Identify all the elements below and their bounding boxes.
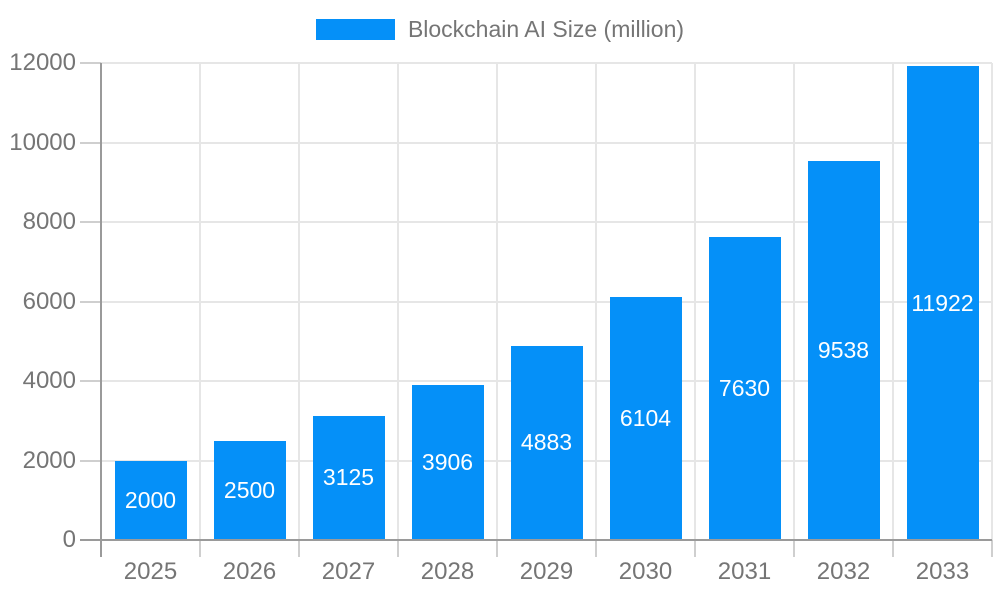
- bar-value-label: 3125: [322, 464, 375, 491]
- bar-2029[interactable]: 4883: [510, 345, 583, 540]
- x-tick-label: 2032: [816, 558, 871, 585]
- bar-value-label: 2500: [223, 476, 276, 503]
- x-tick-label: 2025: [123, 558, 178, 585]
- bar-2027[interactable]: 3125: [312, 415, 385, 540]
- bar-2033[interactable]: 11922: [906, 66, 979, 540]
- y-axis-tick: [80, 141, 101, 144]
- chart-legend[interactable]: Blockchain AI Size (million): [0, 16, 1000, 43]
- gridline-horizontal: [101, 62, 992, 64]
- gridline-vertical: [397, 63, 399, 540]
- y-tick-label: 0: [62, 526, 76, 553]
- x-axis-tick: [694, 540, 696, 557]
- x-axis-tick: [199, 540, 201, 557]
- gridline-vertical: [298, 63, 300, 540]
- bar-value-label: 6104: [619, 405, 672, 432]
- gridline-horizontal: [101, 300, 992, 303]
- y-axis-line: [100, 63, 102, 557]
- bar-value-label: 7630: [718, 374, 771, 401]
- x-tick-label: 2028: [420, 558, 475, 585]
- gridline-vertical: [991, 63, 993, 540]
- gridline-vertical: [694, 63, 696, 540]
- bar-2031[interactable]: 7630: [708, 236, 781, 540]
- x-axis-tick: [892, 540, 894, 557]
- x-tick-label: 2026: [222, 558, 277, 585]
- x-tick-label: 2027: [321, 558, 376, 585]
- bar-2032[interactable]: 9538: [807, 160, 880, 540]
- x-axis-line: [80, 539, 992, 541]
- bar-value-label: 2000: [124, 486, 177, 513]
- x-tick-label: 2031: [717, 558, 772, 585]
- gridline-vertical: [199, 63, 201, 540]
- x-tick-label: 2029: [519, 558, 574, 585]
- y-tick-label: 6000: [22, 287, 76, 315]
- gridline-horizontal: [101, 141, 992, 144]
- x-tick-label: 2033: [915, 558, 970, 585]
- y-axis-tick: [80, 380, 101, 382]
- gridline-horizontal: [101, 221, 992, 223]
- gridline-vertical: [793, 63, 795, 540]
- plot-area: 0 2000 4000 6000 8000 10000 12000 2000 2500 3125 3…: [9, 49, 993, 585]
- y-tick-label: 4000: [22, 367, 76, 394]
- bar-2026[interactable]: 2500: [213, 440, 286, 540]
- y-tick-label: 10000: [9, 128, 76, 156]
- bar-value-label: 9538: [817, 336, 870, 363]
- gridline-vertical: [496, 63, 498, 540]
- legend-swatch: [315, 19, 395, 40]
- bar-value-label: 11922: [911, 289, 974, 316]
- y-tick-label: 8000: [22, 208, 76, 235]
- legend-label: Blockchain AI Size (million): [407, 16, 685, 42]
- x-axis-tick: [496, 540, 498, 557]
- y-axis-tick: [80, 221, 101, 223]
- x-axis-tick: [298, 540, 300, 557]
- x-tick-label: 2030: [618, 558, 673, 585]
- bar-2030[interactable]: 6104: [609, 297, 682, 540]
- x-axis-tick: [991, 540, 993, 557]
- y-axis-tick: [80, 459, 101, 462]
- x-axis-tick: [793, 540, 795, 557]
- y-tick-label: 12000: [9, 49, 76, 76]
- x-axis-tick: [397, 540, 399, 557]
- bar-value-label: 3906: [421, 448, 474, 475]
- bar-2025[interactable]: 2000: [114, 460, 187, 540]
- y-axis-tick: [80, 62, 101, 64]
- gridline-vertical: [595, 63, 597, 540]
- bar-value-label: 4883: [520, 429, 573, 456]
- x-axis-tick: [595, 540, 597, 557]
- bar-2028[interactable]: 3906: [411, 384, 484, 540]
- gridline-vertical: [892, 63, 894, 540]
- y-tick-label: 2000: [22, 446, 76, 474]
- y-axis-tick: [80, 300, 101, 303]
